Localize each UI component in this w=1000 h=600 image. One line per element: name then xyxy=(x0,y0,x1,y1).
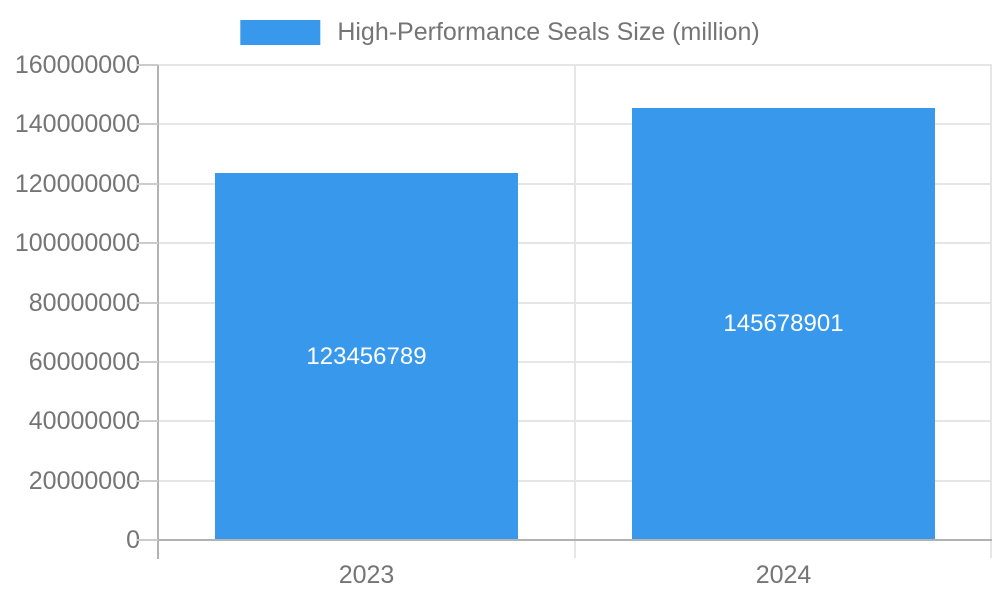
y-axis-tick xyxy=(137,420,158,423)
y-axis-tick xyxy=(137,301,158,304)
plot-area: 123456789 145678901 xyxy=(158,64,992,558)
y-axis-tick xyxy=(137,242,158,245)
bar-value-label: 145678901 xyxy=(723,309,844,337)
x-tick-label: 2024 xyxy=(755,561,812,589)
y-tick-label: 60000000 xyxy=(28,347,140,376)
legend-label: High-Performance Seals Size (million) xyxy=(337,18,760,46)
y-tick-label: 80000000 xyxy=(28,288,140,317)
y-tick-label: 0 xyxy=(126,526,140,554)
y-tick-label: 160000000 xyxy=(14,51,140,79)
y-tick-label: 40000000 xyxy=(28,407,140,436)
y-axis-tick xyxy=(137,182,158,185)
y-axis-tick xyxy=(137,479,158,482)
legend-swatch xyxy=(240,20,321,45)
bar-2024[interactable]: 145678901 xyxy=(632,107,935,540)
x-axis-baseline xyxy=(158,539,992,541)
y-tick-label: 100000000 xyxy=(14,229,140,258)
chart-legend: High-Performance Seals Size (million) xyxy=(240,18,760,47)
bar-value-label: 123456789 xyxy=(306,342,427,370)
y-tick-label: 140000000 xyxy=(14,110,140,139)
vertical-gridline xyxy=(574,65,576,558)
vertical-gridline xyxy=(990,65,992,558)
y-tick-label: 120000000 xyxy=(14,169,140,198)
x-tick-label: 2023 xyxy=(338,561,395,589)
bar-2023[interactable]: 123456789 xyxy=(215,173,518,540)
y-axis-tick xyxy=(137,539,158,541)
y-axis-tick xyxy=(137,360,158,363)
y-axis-line xyxy=(157,65,159,559)
y-axis-tick xyxy=(137,123,158,126)
y-tick-label: 20000000 xyxy=(28,466,140,495)
y-axis-tick xyxy=(137,64,158,66)
